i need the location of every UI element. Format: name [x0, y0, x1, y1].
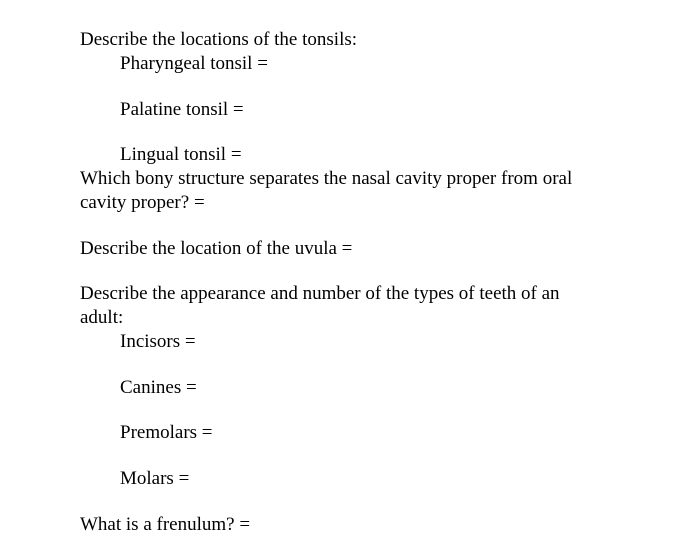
- question-teeth-line1: Describe the appearance and number of th…: [80, 282, 620, 306]
- teeth-incisors: Incisors =: [80, 330, 620, 354]
- tonsil-lingual: Lingual tonsil =: [80, 143, 620, 167]
- question-frenulum: What is a frenulum? =: [80, 513, 620, 537]
- teeth-molars: Molars =: [80, 467, 620, 491]
- teeth-canines: Canines =: [80, 376, 620, 400]
- tonsil-palatine: Palatine tonsil =: [80, 98, 620, 122]
- spacer: [80, 215, 620, 237]
- tonsil-pharyngeal: Pharyngeal tonsil =: [80, 52, 620, 76]
- spacer: [80, 445, 620, 467]
- spacer: [80, 260, 620, 282]
- question-bony-structure-line2: cavity proper? =: [80, 191, 620, 215]
- spacer: [80, 76, 620, 98]
- spacer: [80, 354, 620, 376]
- question-teeth-line2: adult:: [80, 306, 620, 330]
- teeth-premolars: Premolars =: [80, 421, 620, 445]
- spacer: [80, 399, 620, 421]
- question-tonsils-heading: Describe the locations of the tonsils:: [80, 28, 620, 52]
- spacer: [80, 121, 620, 143]
- spacer: [80, 491, 620, 513]
- question-uvula: Describe the location of the uvula =: [80, 237, 620, 261]
- question-bony-structure-line1: Which bony structure separates the nasal…: [80, 167, 620, 191]
